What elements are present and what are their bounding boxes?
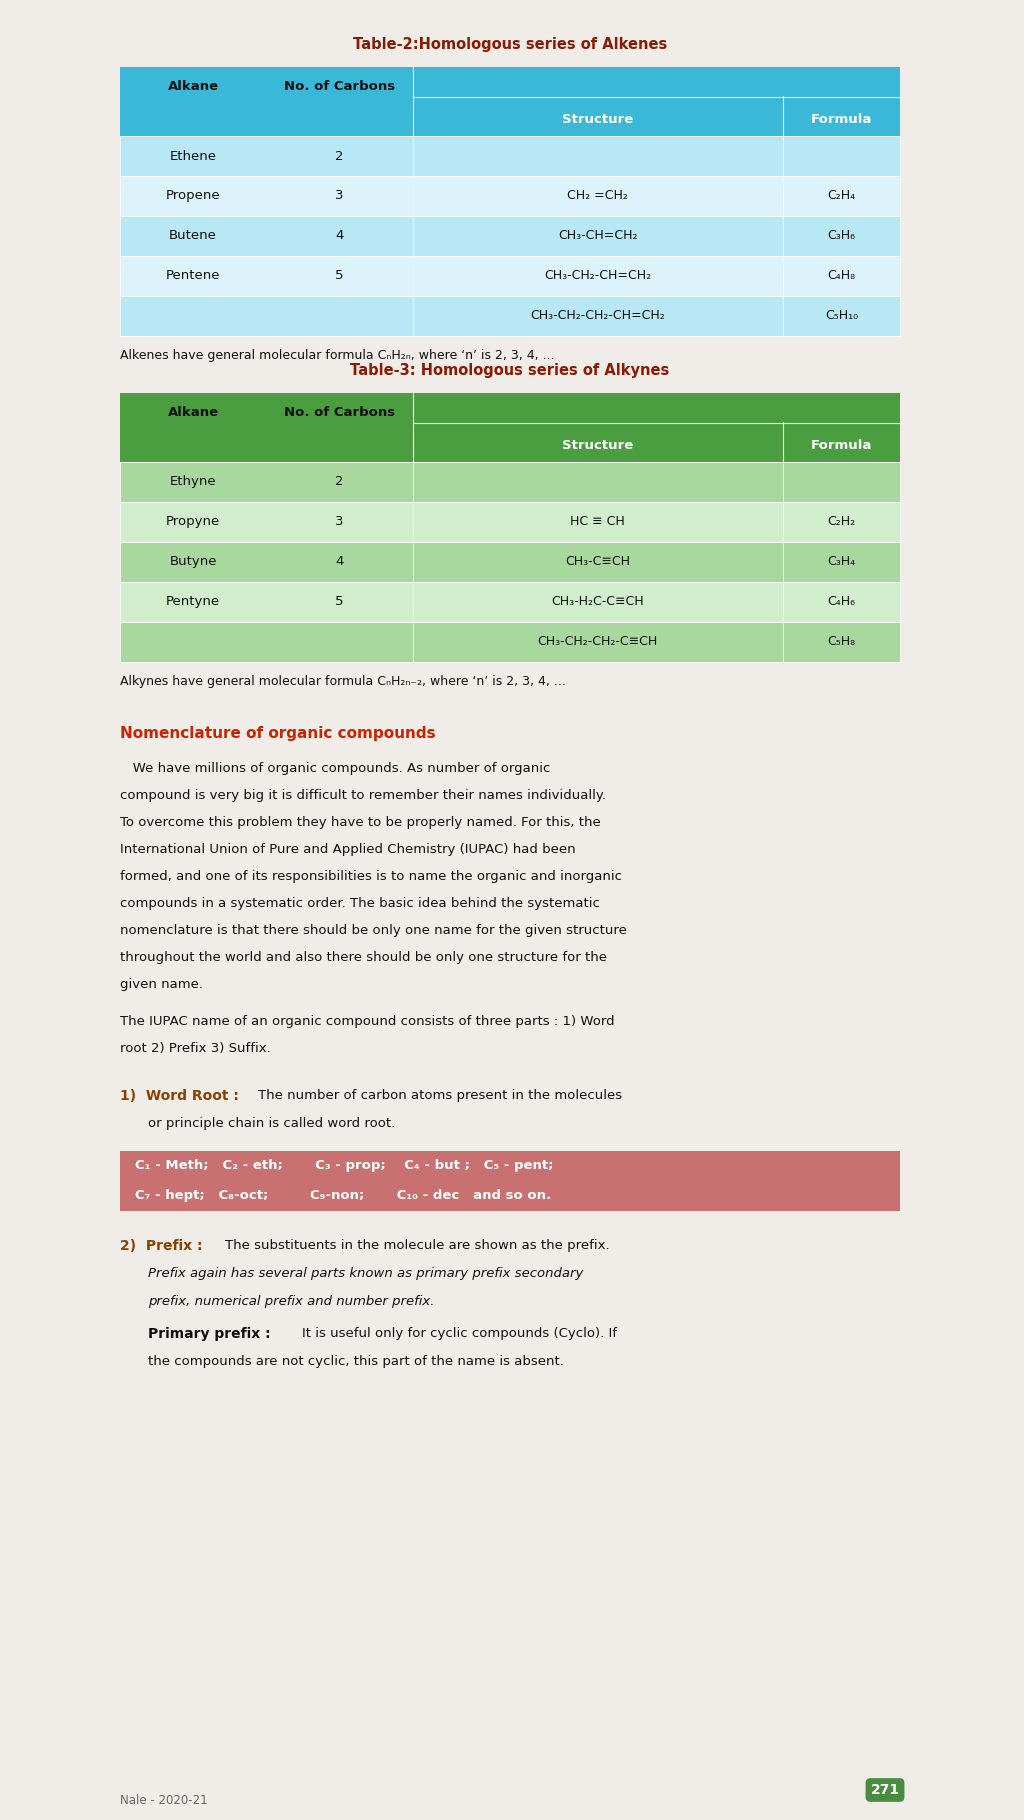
Text: CH₂ =CH₂: CH₂ =CH₂ [567, 189, 628, 202]
Text: Ethyne: Ethyne [170, 475, 216, 488]
Text: C₃H₆: C₃H₆ [827, 229, 855, 242]
FancyBboxPatch shape [120, 502, 900, 542]
Text: Propene: Propene [166, 189, 220, 202]
Text: Propyne: Propyne [166, 515, 220, 528]
Text: C₂H₄: C₂H₄ [827, 189, 856, 202]
Text: CH₃-CH₂-CH₂-C≡CH: CH₃-CH₂-CH₂-C≡CH [538, 635, 657, 648]
Text: C₄H₆: C₄H₆ [827, 595, 855, 608]
Text: Primary prefix :: Primary prefix : [148, 1327, 275, 1341]
Text: Alkane: Alkane [168, 80, 219, 93]
Text: Formula: Formula [811, 113, 872, 126]
Text: compound is very big it is difficult to remember their names individually.: compound is very big it is difficult to … [120, 790, 606, 803]
Text: We have millions of organic compounds. As number of organic: We have millions of organic compounds. A… [120, 763, 550, 775]
Text: Prefix again has several parts known as primary prefix secondary: Prefix again has several parts known as … [148, 1267, 584, 1279]
Text: Nale - 2020-21: Nale - 2020-21 [120, 1793, 208, 1807]
Text: Butene: Butene [169, 229, 217, 242]
Text: The substituents in the molecule are shown as the prefix.: The substituents in the molecule are sho… [225, 1239, 609, 1252]
Text: Alkane: Alkane [168, 406, 219, 419]
Text: No. of Carbons: No. of Carbons [284, 80, 395, 93]
Text: C₃H₄: C₃H₄ [827, 555, 856, 568]
Text: It is useful only for cyclic compounds (Cyclo). If: It is useful only for cyclic compounds (… [302, 1327, 617, 1340]
Text: 2: 2 [335, 149, 344, 162]
Text: CH₃-H₂C-C≡CH: CH₃-H₂C-C≡CH [552, 595, 644, 608]
Text: 5: 5 [335, 269, 344, 282]
Text: CH₃-C≡CH: CH₃-C≡CH [565, 555, 630, 568]
Text: nomenclature is that there should be only one name for the given structure: nomenclature is that there should be onl… [120, 925, 627, 937]
FancyBboxPatch shape [120, 217, 900, 257]
Text: 4: 4 [335, 555, 344, 568]
FancyBboxPatch shape [120, 136, 900, 177]
Text: root 2) Prefix 3) Suffix.: root 2) Prefix 3) Suffix. [120, 1043, 270, 1056]
Text: or principle chain is called word root.: or principle chain is called word root. [148, 1117, 395, 1130]
Text: throughout the world and also there should be only one structure for the: throughout the world and also there shou… [120, 952, 607, 965]
FancyBboxPatch shape [120, 1150, 900, 1210]
Text: HC ≡ CH: HC ≡ CH [570, 515, 625, 528]
Text: compounds in a systematic order. The basic idea behind the systematic: compounds in a systematic order. The bas… [120, 897, 600, 910]
Text: C₅H₈: C₅H₈ [827, 635, 856, 648]
FancyBboxPatch shape [120, 462, 900, 502]
Text: Ethene: Ethene [170, 149, 217, 162]
Text: No. of Carbons: No. of Carbons [284, 406, 395, 419]
Text: Pentyne: Pentyne [166, 595, 220, 608]
Text: the compounds are not cyclic, this part of the name is absent.: the compounds are not cyclic, this part … [148, 1356, 564, 1369]
Text: Table-3: Homologous series of Alkynes: Table-3: Homologous series of Alkynes [350, 364, 670, 379]
Text: C₁ - Meth;   C₂ - eth;       C₃ - prop;    C₄ - but ;   C₅ - pent;: C₁ - Meth; C₂ - eth; C₃ - prop; C₄ - but… [135, 1159, 554, 1172]
Text: C₂H₂: C₂H₂ [827, 515, 856, 528]
Text: CH₃-CH₂-CH₂-CH=CH₂: CH₃-CH₂-CH₂-CH=CH₂ [530, 309, 666, 322]
Text: 3: 3 [335, 189, 344, 202]
Text: Alkenes have general molecular formula CₙH₂ₙ, where ‘n’ is 2, 3, 4, ...: Alkenes have general molecular formula C… [120, 349, 555, 362]
Text: C₅H₁₀: C₅H₁₀ [825, 309, 858, 322]
FancyBboxPatch shape [120, 177, 900, 217]
Text: To overcome this problem they have to be properly named. For this, the: To overcome this problem they have to be… [120, 815, 601, 828]
Text: 3: 3 [335, 515, 344, 528]
FancyBboxPatch shape [120, 542, 900, 582]
Text: given name.: given name. [120, 977, 203, 992]
FancyBboxPatch shape [120, 582, 900, 622]
Text: C₇ - hept;   C₈-oct;         C₉-non;       C₁₀ - dec   and so on.: C₇ - hept; C₈-oct; C₉-non; C₁₀ - dec and… [135, 1190, 551, 1203]
FancyBboxPatch shape [120, 297, 900, 337]
Text: formed, and one of its responsibilities is to name the organic and inorganic: formed, and one of its responsibilities … [120, 870, 622, 883]
FancyBboxPatch shape [120, 257, 900, 297]
FancyBboxPatch shape [120, 67, 900, 136]
Text: 4: 4 [335, 229, 344, 242]
Text: The number of carbon atoms present in the molecules: The number of carbon atoms present in th… [258, 1088, 623, 1101]
Text: CH₃-CH₂-CH=CH₂: CH₃-CH₂-CH=CH₂ [544, 269, 651, 282]
Text: Pentene: Pentene [166, 269, 220, 282]
Text: 1)  Word Root :: 1) Word Root : [120, 1088, 244, 1103]
Text: Structure: Structure [562, 439, 634, 453]
Text: International Union of Pure and Applied Chemistry (IUPAC) had been: International Union of Pure and Applied … [120, 843, 575, 855]
Text: The IUPAC name of an organic compound consists of three parts : 1) Word: The IUPAC name of an organic compound co… [120, 1016, 614, 1028]
FancyBboxPatch shape [120, 622, 900, 662]
Text: Table-2:Homologous series of Alkenes: Table-2:Homologous series of Alkenes [353, 38, 667, 53]
Text: prefix, numerical prefix and number prefix.: prefix, numerical prefix and number pref… [148, 1296, 434, 1309]
Text: 5: 5 [335, 595, 344, 608]
FancyBboxPatch shape [120, 393, 900, 462]
Text: C₄H₈: C₄H₈ [827, 269, 856, 282]
Text: CH₃-CH=CH₂: CH₃-CH=CH₂ [558, 229, 638, 242]
Text: Formula: Formula [811, 439, 872, 453]
Text: Nomenclature of organic compounds: Nomenclature of organic compounds [120, 726, 435, 741]
Text: Structure: Structure [562, 113, 634, 126]
Text: Alkynes have general molecular formula CₙH₂ₙ₋₂, where ‘n’ is 2, 3, 4, ...: Alkynes have general molecular formula C… [120, 675, 566, 688]
Text: 271: 271 [870, 1784, 899, 1796]
Text: Butyne: Butyne [169, 555, 217, 568]
Text: 2)  Prefix :: 2) Prefix : [120, 1239, 208, 1252]
Text: 2: 2 [335, 475, 344, 488]
